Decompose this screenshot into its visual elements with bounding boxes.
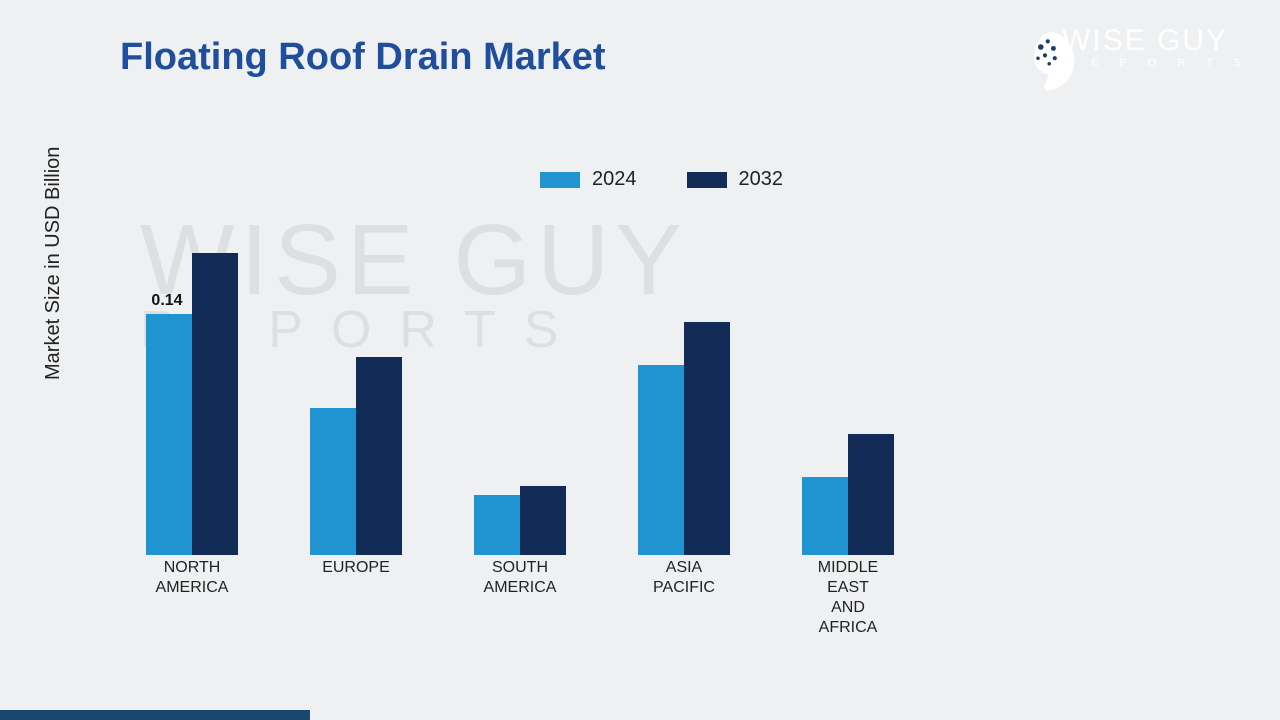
legend-label-2032: 2032 <box>739 168 784 191</box>
legend: 2024 2032 <box>540 168 783 191</box>
bar-2024 <box>146 314 192 556</box>
x-category-label: ASIA PACIFIC <box>602 558 766 598</box>
bar-value-label: 0.14 <box>142 292 192 310</box>
bar-2024 <box>474 495 520 555</box>
chart-canvas: WISE GUY R E P O R T S WISE GUY REPORTS … <box>0 0 1280 720</box>
legend-label-2024: 2024 <box>592 168 637 191</box>
bar-2032 <box>192 253 238 555</box>
x-category-label: EUROPE <box>274 558 438 578</box>
bar-2024 <box>310 408 356 555</box>
brand-logo: WISE GUY R E P O R T S <box>1062 26 1250 69</box>
legend-item-2024: 2024 <box>540 168 637 191</box>
y-axis-label: Market Size in USD Billion <box>42 147 65 380</box>
brand-logo-line1: WISE GUY <box>1062 26 1250 56</box>
bar-2032 <box>520 486 566 555</box>
bar-2024 <box>638 365 684 555</box>
legend-item-2032: 2032 <box>687 168 784 191</box>
x-category-label: MIDDLE EAST AND AFRICA <box>766 558 930 638</box>
bar-2032 <box>684 322 730 555</box>
x-category-label: SOUTH AMERICA <box>438 558 602 598</box>
bar-2024 <box>802 477 848 555</box>
bar-2032 <box>356 357 402 555</box>
brand-logo-line2: R E P O R T S <box>1062 58 1250 69</box>
bottom-accent-bar <box>0 710 310 720</box>
x-category-label: NORTH AMERICA <box>110 558 274 598</box>
legend-swatch-2024 <box>540 172 580 188</box>
bar-2032 <box>848 434 894 555</box>
plot-area: 0.14 <box>110 210 930 555</box>
chart-title: Floating Roof Drain Market <box>120 36 606 79</box>
legend-swatch-2032 <box>687 172 727 188</box>
right-brand-panel <box>960 0 1280 720</box>
